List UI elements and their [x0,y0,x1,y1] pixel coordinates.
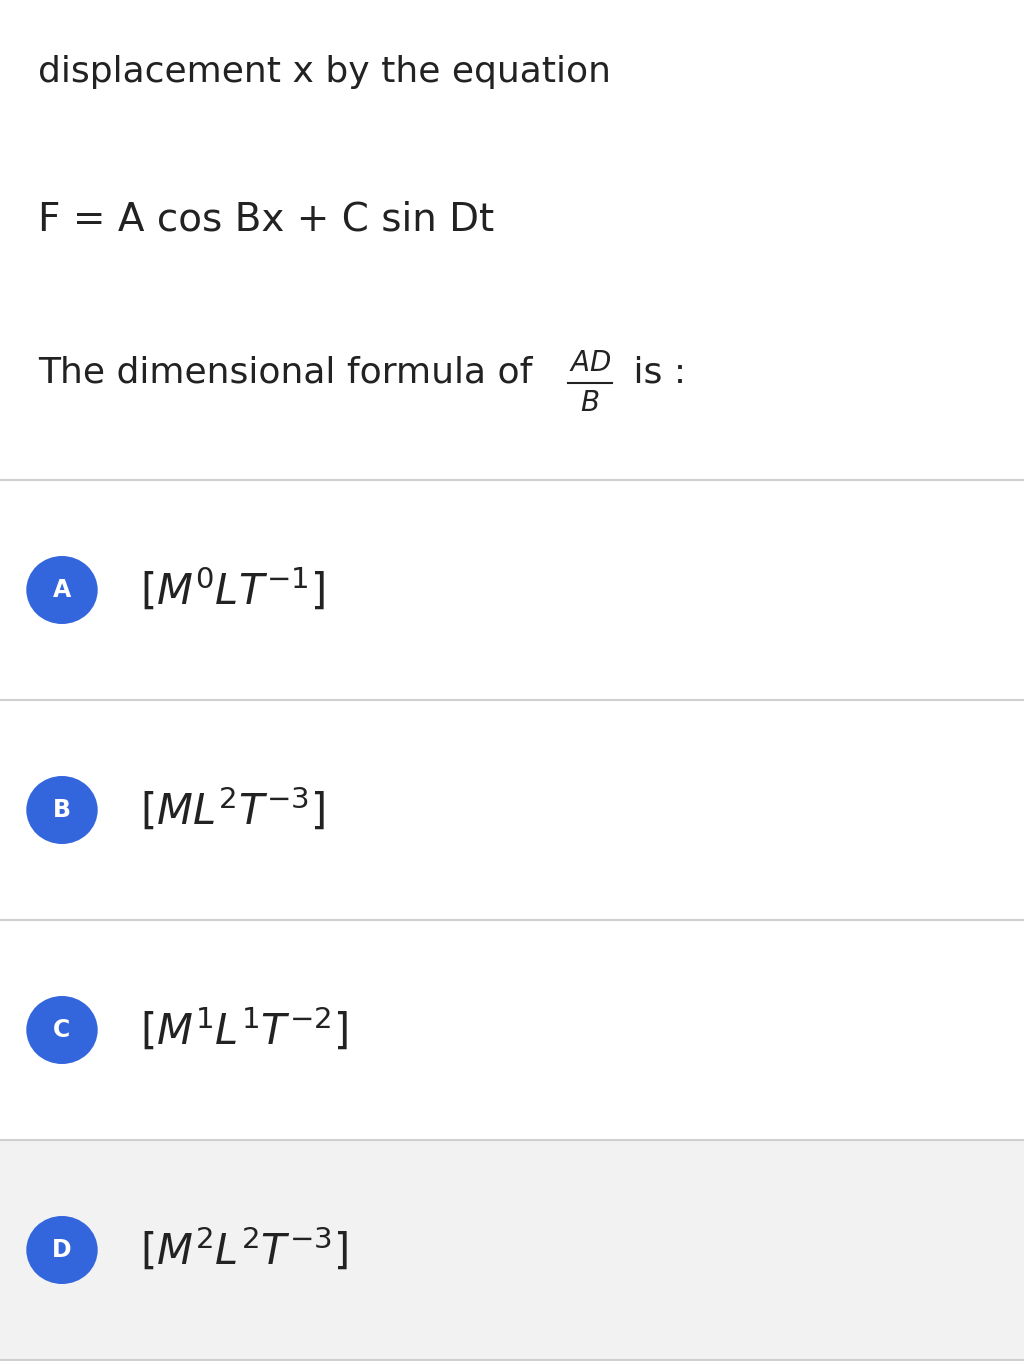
Text: $[ML^2T^{-3}]$: $[ML^2T^{-3}]$ [140,787,326,833]
Text: $[M^2L^2T^{-3}]$: $[M^2L^2T^{-3}]$ [140,1226,348,1274]
Bar [0,480,1024,700]
Text: The dimensional formula of: The dimensional formula of [38,355,544,389]
Text: F = A cos Bx + C sin Dt: F = A cos Bx + C sin Dt [38,200,495,238]
Text: is :: is : [622,355,686,389]
Ellipse shape [27,996,97,1064]
Text: B: B [53,798,71,822]
Text: $[M^1L^1T^{-2}]$: $[M^1L^1T^{-2}]$ [140,1007,348,1053]
Bar [0,700,1024,920]
Text: $[M^0LT^{-1}]$: $[M^0LT^{-1}]$ [140,566,326,614]
Text: $\mathit{B}$: $\mathit{B}$ [581,389,600,416]
Ellipse shape [27,776,97,844]
Bar [0,0,1024,480]
Text: D: D [52,1239,72,1262]
Text: C: C [53,1018,71,1043]
Ellipse shape [27,1215,97,1283]
Ellipse shape [27,557,97,623]
Text: A: A [53,578,71,602]
Text: $\mathit{AD}$: $\mathit{AD}$ [568,348,611,377]
Text: displacement x by the equation: displacement x by the equation [38,54,611,88]
Bar [0,1141,1024,1360]
Bar [0,920,1024,1141]
